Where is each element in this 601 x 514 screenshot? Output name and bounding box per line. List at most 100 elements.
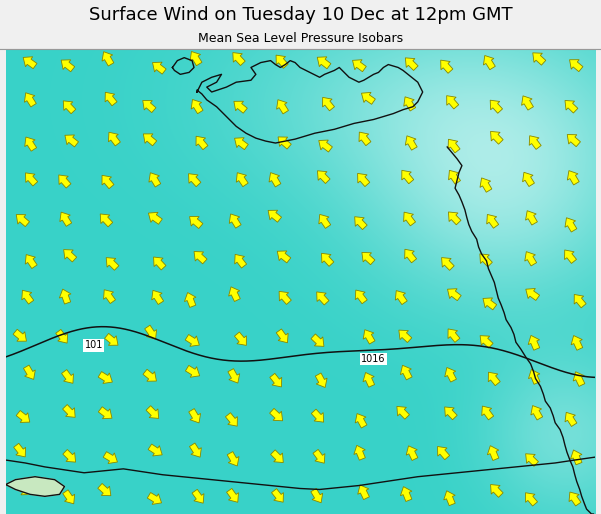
Polygon shape: [448, 139, 460, 153]
Polygon shape: [565, 412, 577, 427]
Polygon shape: [186, 365, 200, 377]
Polygon shape: [270, 409, 282, 421]
Polygon shape: [103, 290, 115, 304]
Polygon shape: [483, 298, 496, 310]
Polygon shape: [522, 96, 534, 110]
Polygon shape: [445, 368, 457, 382]
Polygon shape: [355, 290, 367, 304]
Polygon shape: [404, 97, 416, 111]
Polygon shape: [363, 373, 374, 387]
Polygon shape: [14, 443, 26, 457]
Polygon shape: [269, 173, 281, 187]
Polygon shape: [564, 250, 576, 264]
Polygon shape: [234, 138, 248, 150]
Polygon shape: [102, 52, 114, 66]
Polygon shape: [402, 170, 413, 183]
Polygon shape: [522, 172, 534, 187]
Polygon shape: [63, 450, 76, 462]
Polygon shape: [100, 214, 113, 227]
Polygon shape: [316, 373, 327, 388]
Polygon shape: [234, 254, 246, 268]
Polygon shape: [277, 251, 291, 263]
Polygon shape: [405, 58, 418, 70]
Polygon shape: [448, 289, 461, 301]
Polygon shape: [147, 492, 162, 504]
Polygon shape: [358, 173, 370, 187]
Polygon shape: [105, 334, 118, 345]
Polygon shape: [313, 449, 325, 463]
Text: 1016: 1016: [361, 354, 386, 364]
Polygon shape: [525, 252, 537, 266]
Polygon shape: [526, 454, 538, 466]
Polygon shape: [63, 490, 75, 504]
Polygon shape: [149, 173, 160, 187]
Polygon shape: [490, 132, 503, 144]
Polygon shape: [353, 60, 366, 71]
Polygon shape: [13, 329, 26, 341]
Polygon shape: [278, 137, 291, 149]
Polygon shape: [569, 492, 581, 506]
Polygon shape: [480, 254, 492, 267]
Polygon shape: [234, 101, 247, 113]
Polygon shape: [448, 170, 460, 184]
Polygon shape: [23, 57, 37, 69]
Polygon shape: [60, 212, 72, 226]
Polygon shape: [490, 100, 502, 113]
Polygon shape: [270, 373, 282, 387]
Polygon shape: [276, 329, 288, 343]
Polygon shape: [400, 365, 412, 380]
Polygon shape: [228, 369, 240, 383]
Polygon shape: [103, 452, 117, 464]
Polygon shape: [154, 257, 166, 270]
Polygon shape: [397, 407, 409, 419]
Polygon shape: [447, 96, 459, 109]
Polygon shape: [404, 249, 416, 263]
Polygon shape: [488, 372, 500, 386]
Polygon shape: [406, 446, 418, 461]
Polygon shape: [16, 214, 29, 227]
Polygon shape: [528, 370, 540, 384]
Polygon shape: [105, 93, 117, 106]
Polygon shape: [487, 214, 499, 228]
Polygon shape: [395, 290, 407, 305]
Polygon shape: [438, 447, 450, 460]
Polygon shape: [565, 218, 577, 232]
Polygon shape: [25, 173, 38, 186]
Polygon shape: [358, 485, 370, 500]
Polygon shape: [268, 210, 281, 222]
Polygon shape: [151, 290, 163, 304]
Polygon shape: [228, 287, 240, 302]
Polygon shape: [189, 216, 203, 229]
Polygon shape: [102, 175, 114, 189]
Polygon shape: [354, 445, 365, 460]
Polygon shape: [64, 250, 77, 262]
Polygon shape: [565, 100, 578, 113]
Polygon shape: [236, 173, 248, 187]
Polygon shape: [319, 140, 332, 152]
Polygon shape: [323, 97, 335, 111]
Polygon shape: [567, 171, 579, 185]
Polygon shape: [196, 136, 208, 150]
Polygon shape: [361, 93, 376, 104]
Polygon shape: [567, 135, 581, 146]
Polygon shape: [145, 325, 157, 339]
Polygon shape: [311, 409, 323, 422]
Polygon shape: [142, 101, 156, 113]
Polygon shape: [480, 336, 493, 348]
Polygon shape: [25, 137, 37, 151]
Polygon shape: [148, 444, 162, 456]
Polygon shape: [5, 476, 64, 497]
Polygon shape: [400, 487, 412, 502]
Polygon shape: [574, 295, 586, 308]
Polygon shape: [190, 51, 202, 66]
Polygon shape: [317, 292, 329, 305]
Polygon shape: [448, 329, 460, 342]
Polygon shape: [363, 329, 375, 344]
Polygon shape: [444, 491, 455, 506]
Polygon shape: [99, 407, 112, 419]
Polygon shape: [148, 212, 162, 224]
Polygon shape: [63, 405, 75, 417]
Polygon shape: [108, 132, 120, 146]
Polygon shape: [529, 136, 541, 150]
Polygon shape: [404, 212, 415, 226]
